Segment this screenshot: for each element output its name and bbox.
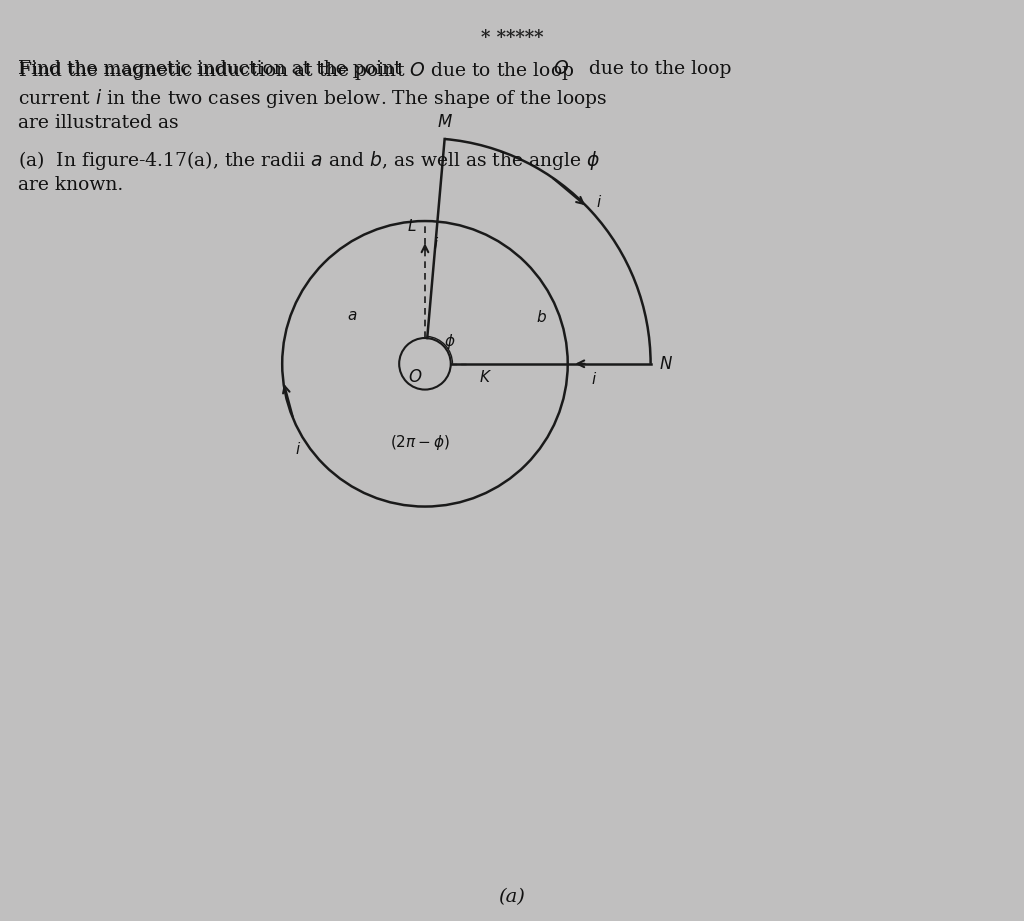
Text: $i$: $i$ (433, 237, 439, 252)
Text: $a$: $a$ (347, 309, 357, 323)
Text: $L$: $L$ (408, 218, 417, 234)
Text: current $i$ in the two cases given below. The shape of the loops: current $i$ in the two cases given below… (18, 87, 607, 110)
Text: are illustrated as: are illustrated as (18, 114, 178, 132)
Text: $i$: $i$ (295, 440, 301, 457)
Text: * *****: * ***** (480, 29, 544, 48)
Text: due to the loop: due to the loop (583, 60, 731, 78)
Text: $K$: $K$ (479, 368, 493, 385)
Text: Find the magnetic induction at the point $O$ due to the loop: Find the magnetic induction at the point… (18, 60, 574, 82)
Text: $O$: $O$ (553, 60, 569, 78)
Text: $i$: $i$ (596, 194, 602, 210)
Text: $M$: $M$ (436, 114, 453, 131)
Text: $N$: $N$ (658, 356, 673, 373)
Text: are known.: are known. (18, 176, 123, 194)
Text: $O$: $O$ (408, 368, 422, 386)
Text: $i$: $i$ (591, 371, 597, 387)
Text: Find the magnetic induction at the point: Find the magnetic induction at the point (18, 60, 408, 78)
Text: $b$: $b$ (537, 309, 547, 325)
Text: $(2\pi - \phi)$: $(2\pi - \phi)$ (390, 433, 451, 452)
Text: (a): (a) (499, 888, 525, 906)
Text: (a)  In figure-4.17(a), the radii $a$ and $b$, as well as the angle $\phi$: (a) In figure-4.17(a), the radii $a$ and… (18, 149, 601, 172)
Text: $\phi$: $\phi$ (443, 332, 455, 351)
